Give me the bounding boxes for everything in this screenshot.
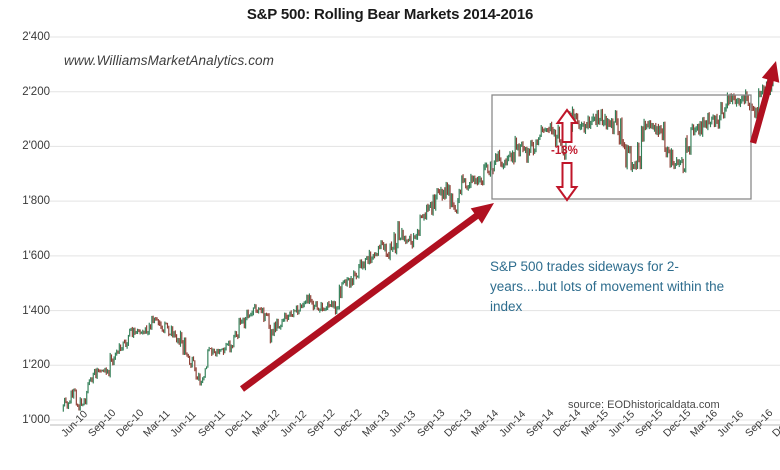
y-tick-label: 2'400 [22, 31, 50, 43]
chart-title: S&P 500: Rolling Bear Markets 2014-2016 [246, 6, 534, 23]
x-tick-label: Mar-12 [250, 407, 283, 440]
drawdown-down-arrow [555, 162, 579, 202]
x-tick-label: Sep-11 [195, 407, 228, 440]
x-tick-label: Mar-11 [141, 408, 173, 440]
breakout-arrow [749, 61, 780, 144]
x-tick-label: Mar-16 [687, 407, 720, 440]
x-tick-label: Jun-15 [605, 408, 638, 440]
x-tick-label: Jun-13 [387, 408, 419, 440]
source-note: source: EODhistoricaldata.com [568, 399, 720, 411]
y-tick-label: 1'200 [22, 359, 50, 372]
sideways-range-box [491, 94, 752, 200]
y-tick-label: 2'200 [22, 85, 50, 98]
x-tick-label: Sep-12 [305, 407, 338, 440]
x-tick-label: Sep-16 [742, 407, 776, 440]
x-tick-label: Mar-14 [469, 407, 502, 440]
x-tick-label: Dec-10 [113, 407, 147, 440]
x-tick-label: Sep-10 [86, 407, 119, 440]
price-series-ohlc [62, 76, 774, 412]
x-tick-label: Dec-15 [660, 407, 694, 440]
y-tick-label: 2'000 [22, 140, 50, 153]
x-tick-label: Sep-14 [523, 407, 557, 440]
x-tick-label: Sep-13 [414, 407, 447, 440]
x-tick-label: Jun-10 [59, 408, 91, 440]
x-tick-label: Jun-12 [277, 408, 309, 440]
annotation-overlays [50, 61, 780, 426]
x-tick-label: Mar-15 [578, 407, 611, 440]
gridlines [50, 36, 780, 421]
y-tick-label: 1'600 [22, 249, 50, 262]
y-axis: 1'000 1'200 1'400 1'600 1'800 2'000 2'200 2'400 [0, 0, 50, 470]
y-tick-label: 1'800 [22, 195, 50, 208]
x-tick-label: Dec-11 [223, 407, 255, 440]
x-tick-label: Dec-12 [332, 407, 365, 440]
x-tick-label: Jun-11 [168, 408, 200, 440]
y-tick-label: 1'400 [22, 304, 50, 317]
y-tick-label: 1'000 [22, 414, 50, 426]
x-tick-label: Jun-16 [715, 408, 747, 440]
watermark-text: www.WilliamsMarketAnalytics.com [64, 53, 275, 68]
x-tick-label: Sep-15 [633, 407, 666, 440]
x-tick-label: Jun-14 [496, 408, 528, 440]
drawdown-up-arrow [555, 108, 579, 143]
sideways-annotation: S&P 500 trades sideways for 2-years....b… [490, 259, 725, 314]
uptrend-arrow [240, 203, 494, 392]
drawdown-label: -13% [551, 145, 578, 157]
x-tick-label: Dec-13 [441, 407, 475, 440]
x-tick-label: Dec-14 [551, 407, 584, 440]
x-tick-label: Mar-13 [359, 407, 392, 440]
